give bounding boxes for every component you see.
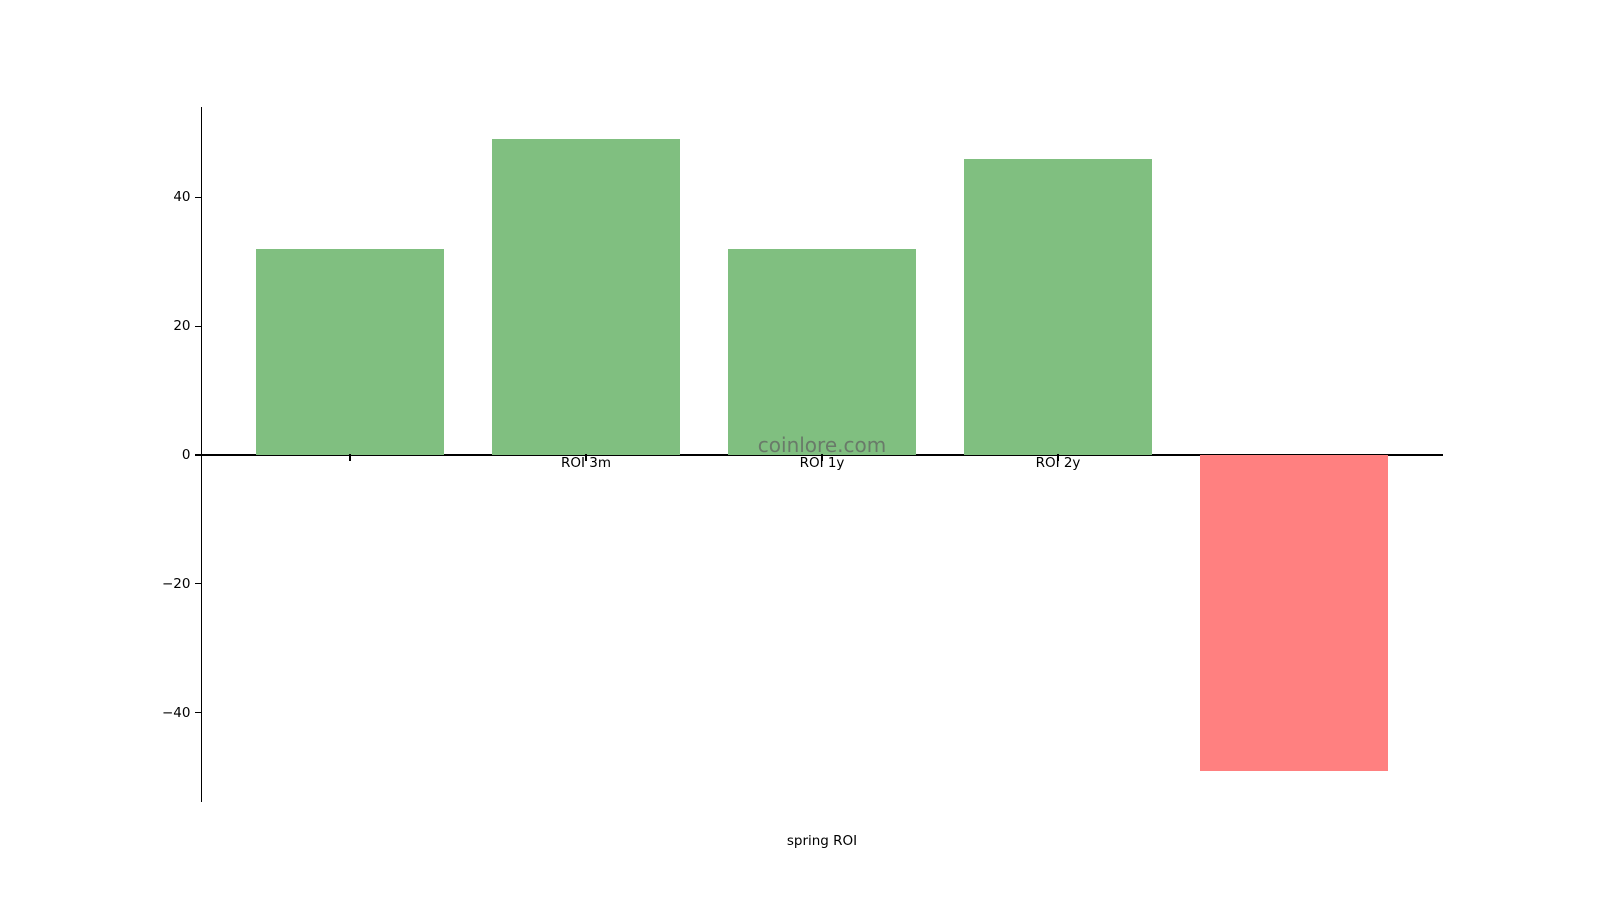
x-axis-tick bbox=[585, 454, 587, 461]
y-axis-tick bbox=[194, 711, 202, 714]
y-axis-tick-label: 0 bbox=[181, 447, 191, 463]
x-axis-tick-label: ROI 2y bbox=[1035, 455, 1081, 471]
y-axis-tick bbox=[194, 454, 202, 456]
watermark: coinlore.com bbox=[757, 433, 887, 457]
x-axis-tick bbox=[349, 454, 351, 461]
y-axis-tick-label: −20 bbox=[162, 575, 191, 592]
x-axis-tick-label: ROI 3m bbox=[560, 455, 612, 471]
x-axis-title: spring ROI bbox=[786, 833, 858, 849]
y-axis-tick bbox=[194, 325, 202, 327]
x-axis-tick bbox=[821, 454, 823, 461]
bar-roi-3m bbox=[492, 139, 680, 455]
y-axis-tick bbox=[194, 583, 202, 585]
x-axis-tick bbox=[1057, 454, 1059, 461]
x-axis-tick-label: ROI 1y bbox=[799, 455, 845, 471]
bar-roi-2y bbox=[964, 158, 1152, 455]
y-axis-tick bbox=[194, 196, 202, 199]
bar-col1 bbox=[256, 248, 444, 455]
bar-roi-1y bbox=[728, 248, 916, 455]
y-axis-tick-label: −40 bbox=[162, 704, 191, 721]
y-axis-tick-label: 20 bbox=[173, 318, 191, 335]
y-axis-tick-label: 40 bbox=[173, 189, 191, 206]
bar-col5 bbox=[1200, 455, 1388, 771]
